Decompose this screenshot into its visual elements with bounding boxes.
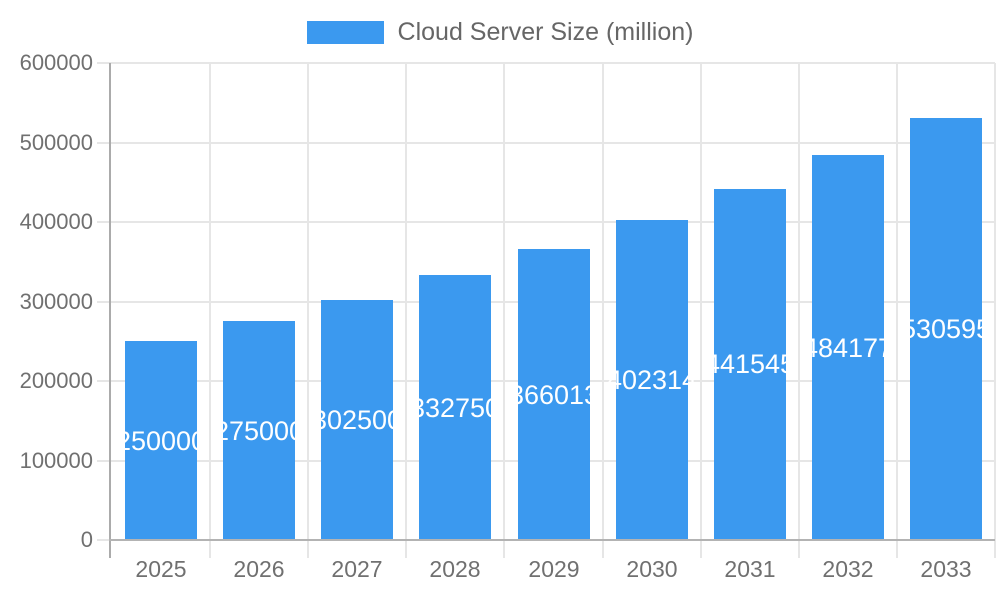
x-axis-tick-label: 2025 — [135, 556, 187, 582]
y-axis-tick-label: 0 — [80, 527, 93, 552]
bar[interactable] — [125, 341, 197, 540]
bar-value-label: 530595 — [900, 314, 992, 344]
y-axis-line — [109, 63, 111, 558]
bar-value-label: 302500 — [311, 405, 403, 435]
y-axis-tick-label: 500000 — [19, 130, 93, 155]
gridline-vertical — [602, 63, 604, 558]
gridline-vertical — [896, 63, 898, 558]
bar[interactable] — [321, 300, 393, 540]
gridline-vertical — [405, 63, 407, 558]
bar-value-label: 332750 — [409, 393, 501, 423]
bar-value-label: 275000 — [213, 416, 305, 446]
bar[interactable] — [518, 249, 590, 540]
bar-value-label: 250000 — [115, 426, 207, 456]
y-axis-tick-label: 100000 — [19, 448, 93, 473]
bar[interactable] — [714, 189, 786, 540]
gridline-vertical — [503, 63, 505, 558]
gridline-vertical — [209, 63, 211, 558]
bar[interactable] — [812, 155, 884, 540]
gridline-horizontal — [97, 221, 995, 223]
bar-value-label: 441545 — [704, 349, 796, 379]
chart-legend[interactable]: Cloud Server Size (million) — [0, 20, 1000, 45]
bar-value-label: 366013 — [508, 380, 600, 410]
y-axis-tick-label: 300000 — [19, 289, 93, 314]
x-axis-tick-label: 2029 — [528, 556, 580, 582]
bar-value-label: 402314 — [606, 365, 698, 395]
gridline-vertical — [798, 63, 800, 558]
x-axis-tick-label: 2032 — [822, 556, 874, 582]
x-axis-tick-label: 2030 — [626, 556, 678, 582]
x-axis-tick-label: 2026 — [233, 556, 285, 582]
legend-swatch — [306, 21, 384, 44]
y-axis-tick-label: 200000 — [19, 368, 93, 393]
gridline-vertical — [994, 63, 996, 558]
legend-label: Cloud Server Size (million) — [397, 18, 694, 46]
gridline-vertical — [700, 63, 702, 558]
bar[interactable] — [910, 118, 982, 540]
x-axis-tick-label: 2027 — [331, 556, 383, 582]
gridline-horizontal — [97, 142, 995, 144]
y-axis-tick-label: 600000 — [19, 50, 93, 75]
x-axis-tick-label: 2031 — [724, 556, 776, 582]
x-axis-tick-label: 2033 — [920, 556, 972, 582]
bar[interactable] — [419, 275, 491, 540]
x-axis-line — [109, 539, 995, 541]
y-axis-tick-label: 400000 — [19, 209, 93, 234]
bar-value-label: 484177 — [802, 333, 894, 363]
gridline-vertical — [307, 63, 309, 558]
bar[interactable] — [616, 220, 688, 540]
gridline-horizontal — [97, 62, 995, 64]
bar[interactable] — [223, 321, 295, 540]
x-axis-tick-label: 2028 — [429, 556, 481, 582]
